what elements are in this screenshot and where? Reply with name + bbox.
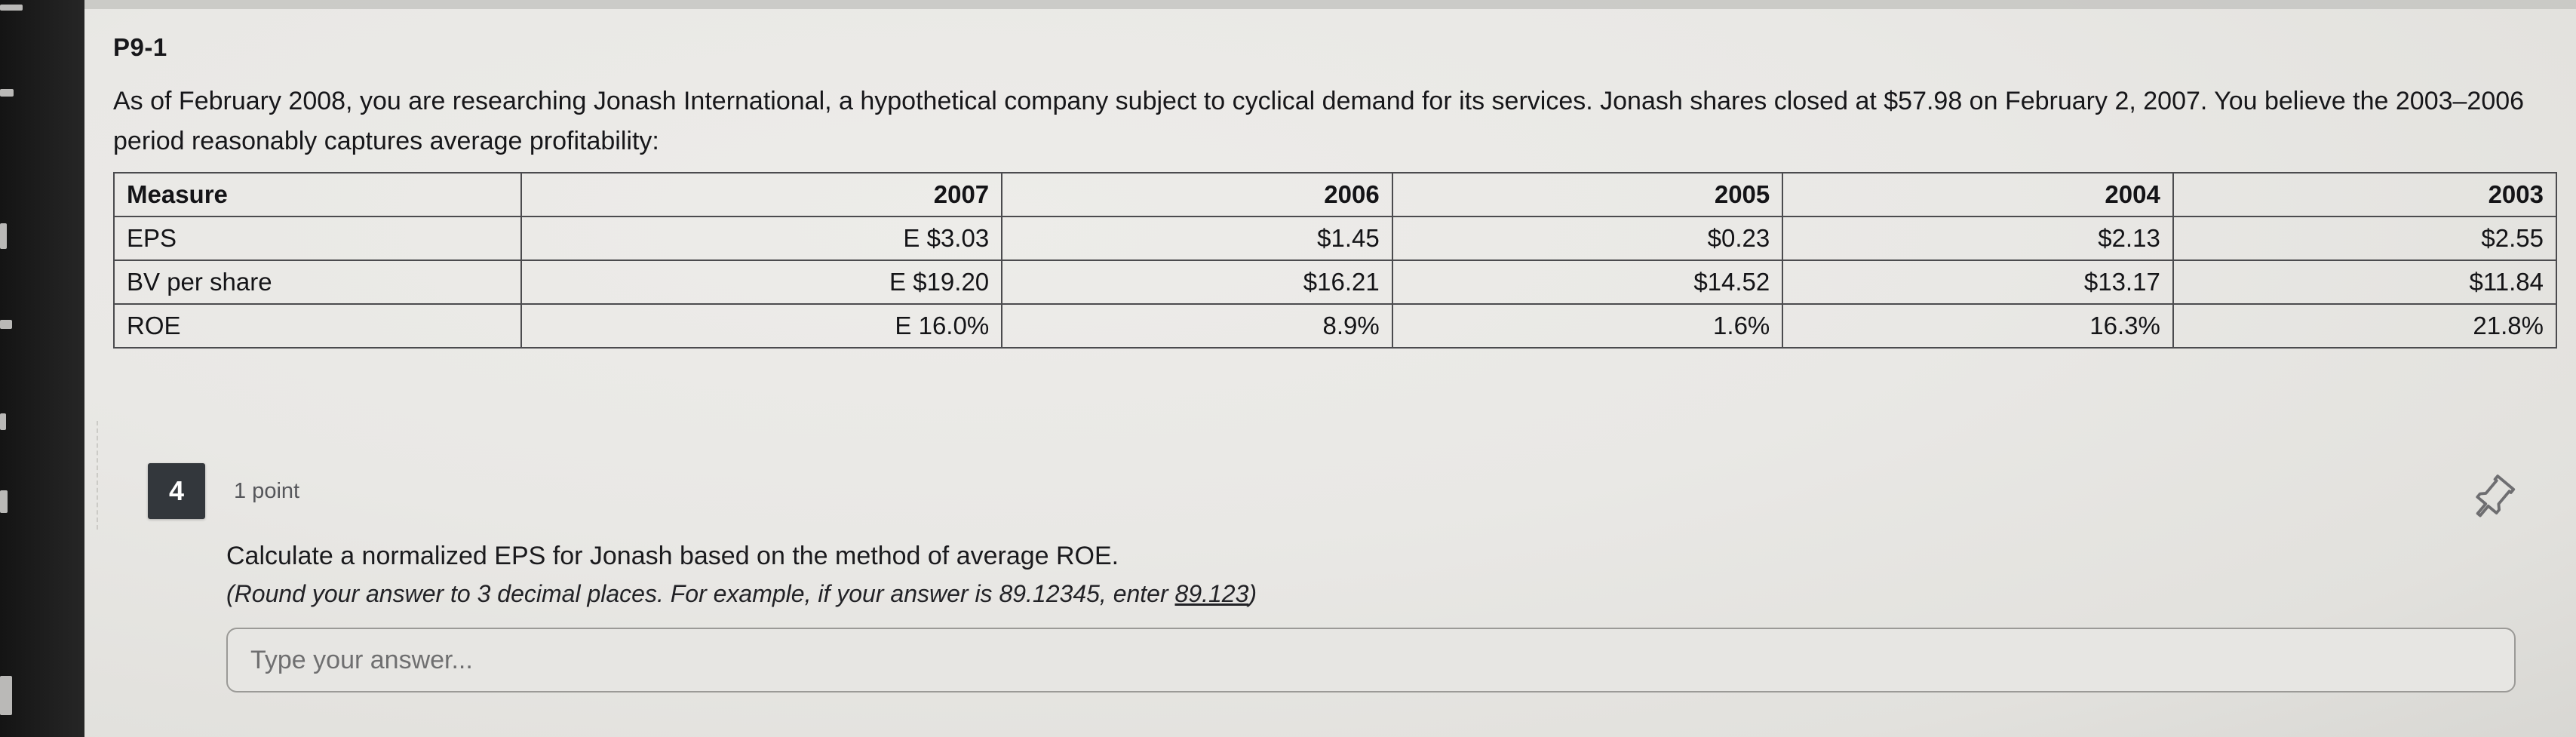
bezel-mark xyxy=(0,89,14,97)
table-header-row: Measure 2007 2006 2005 2004 2003 xyxy=(113,172,2558,218)
table-cell: E $19.20 xyxy=(520,259,1003,306)
table-cell: $2.13 xyxy=(1782,216,2174,262)
bezel-mark xyxy=(0,5,23,11)
bezel-mark xyxy=(0,320,12,329)
question-number-badge: 4 xyxy=(148,463,205,520)
table-row-bv-per-share: BV per share E $19.20 $16.21 $14.52 $13.… xyxy=(113,259,2558,306)
question-header: 4 1 point xyxy=(148,463,2576,520)
problem-intro-text: As of February 2008, you are researching… xyxy=(113,87,2525,156)
table-header-2005: 2005 xyxy=(1391,172,1784,218)
table-header-2004: 2004 xyxy=(1782,172,2174,218)
table-cell: 1.6% xyxy=(1391,303,1784,349)
table-cell: BV per share xyxy=(113,259,522,306)
table-cell: 16.3% xyxy=(1782,303,2174,349)
table-cell: $16.21 xyxy=(1001,259,1393,306)
rounding-note-example: 89.123 xyxy=(1174,580,1249,608)
table-cell: $2.55 xyxy=(2172,216,2558,262)
rounding-note-text: (Round your answer to 3 decimal places. … xyxy=(226,580,1175,608)
table-cell: E 16.0% xyxy=(520,303,1003,349)
profitability-table: Measure 2007 2006 2005 2004 2003 EPS E $… xyxy=(113,172,2558,349)
question-prompt: Calculate a normalized EPS for Jonash ba… xyxy=(226,542,1119,571)
table-cell: $13.17 xyxy=(1782,259,2174,306)
table-cell: E $3.03 xyxy=(520,216,1003,262)
answer-input[interactable] xyxy=(226,628,2516,693)
photo-top-edge xyxy=(0,0,2576,9)
table-cell: $0.23 xyxy=(1391,216,1784,262)
table-header-2003: 2003 xyxy=(2172,172,2558,218)
pin-icon[interactable] xyxy=(2458,464,2528,534)
table-cell: 8.9% xyxy=(1001,303,1393,349)
table-header-2007: 2007 xyxy=(520,172,1003,218)
rounding-note: (Round your answer to 3 decimal places. … xyxy=(226,580,2576,608)
question-points-label: 1 point xyxy=(234,478,300,503)
table-cell: EPS xyxy=(113,216,522,262)
bezel-mark xyxy=(0,223,7,249)
table-header-measure: Measure xyxy=(113,172,522,218)
table-cell: 21.8% xyxy=(2172,303,2558,349)
screen-bezel xyxy=(0,0,84,737)
table-row-roe: ROE E 16.0% 8.9% 1.6% 16.3% 21.8% xyxy=(113,303,2558,349)
table-cell: ROE xyxy=(113,303,522,349)
table-cell: $11.84 xyxy=(2172,259,2558,306)
bezel-mark xyxy=(0,676,12,715)
table-cell: $1.45 xyxy=(1001,216,1393,262)
bezel-mark xyxy=(0,490,8,513)
question-content: P9-1 As of February 2008, you are resear… xyxy=(84,0,2576,737)
table-row-eps: EPS E $3.03 $1.45 $0.23 $2.13 $2.55 xyxy=(113,216,2558,262)
photo-artifact-dashed-line xyxy=(97,421,98,530)
bezel-mark xyxy=(0,413,6,430)
rounding-note-close: ) xyxy=(1248,580,1257,608)
table-header-2006: 2006 xyxy=(1001,172,1393,218)
table-cell: $14.52 xyxy=(1391,259,1784,306)
problem-id: P9-1 xyxy=(113,33,167,61)
